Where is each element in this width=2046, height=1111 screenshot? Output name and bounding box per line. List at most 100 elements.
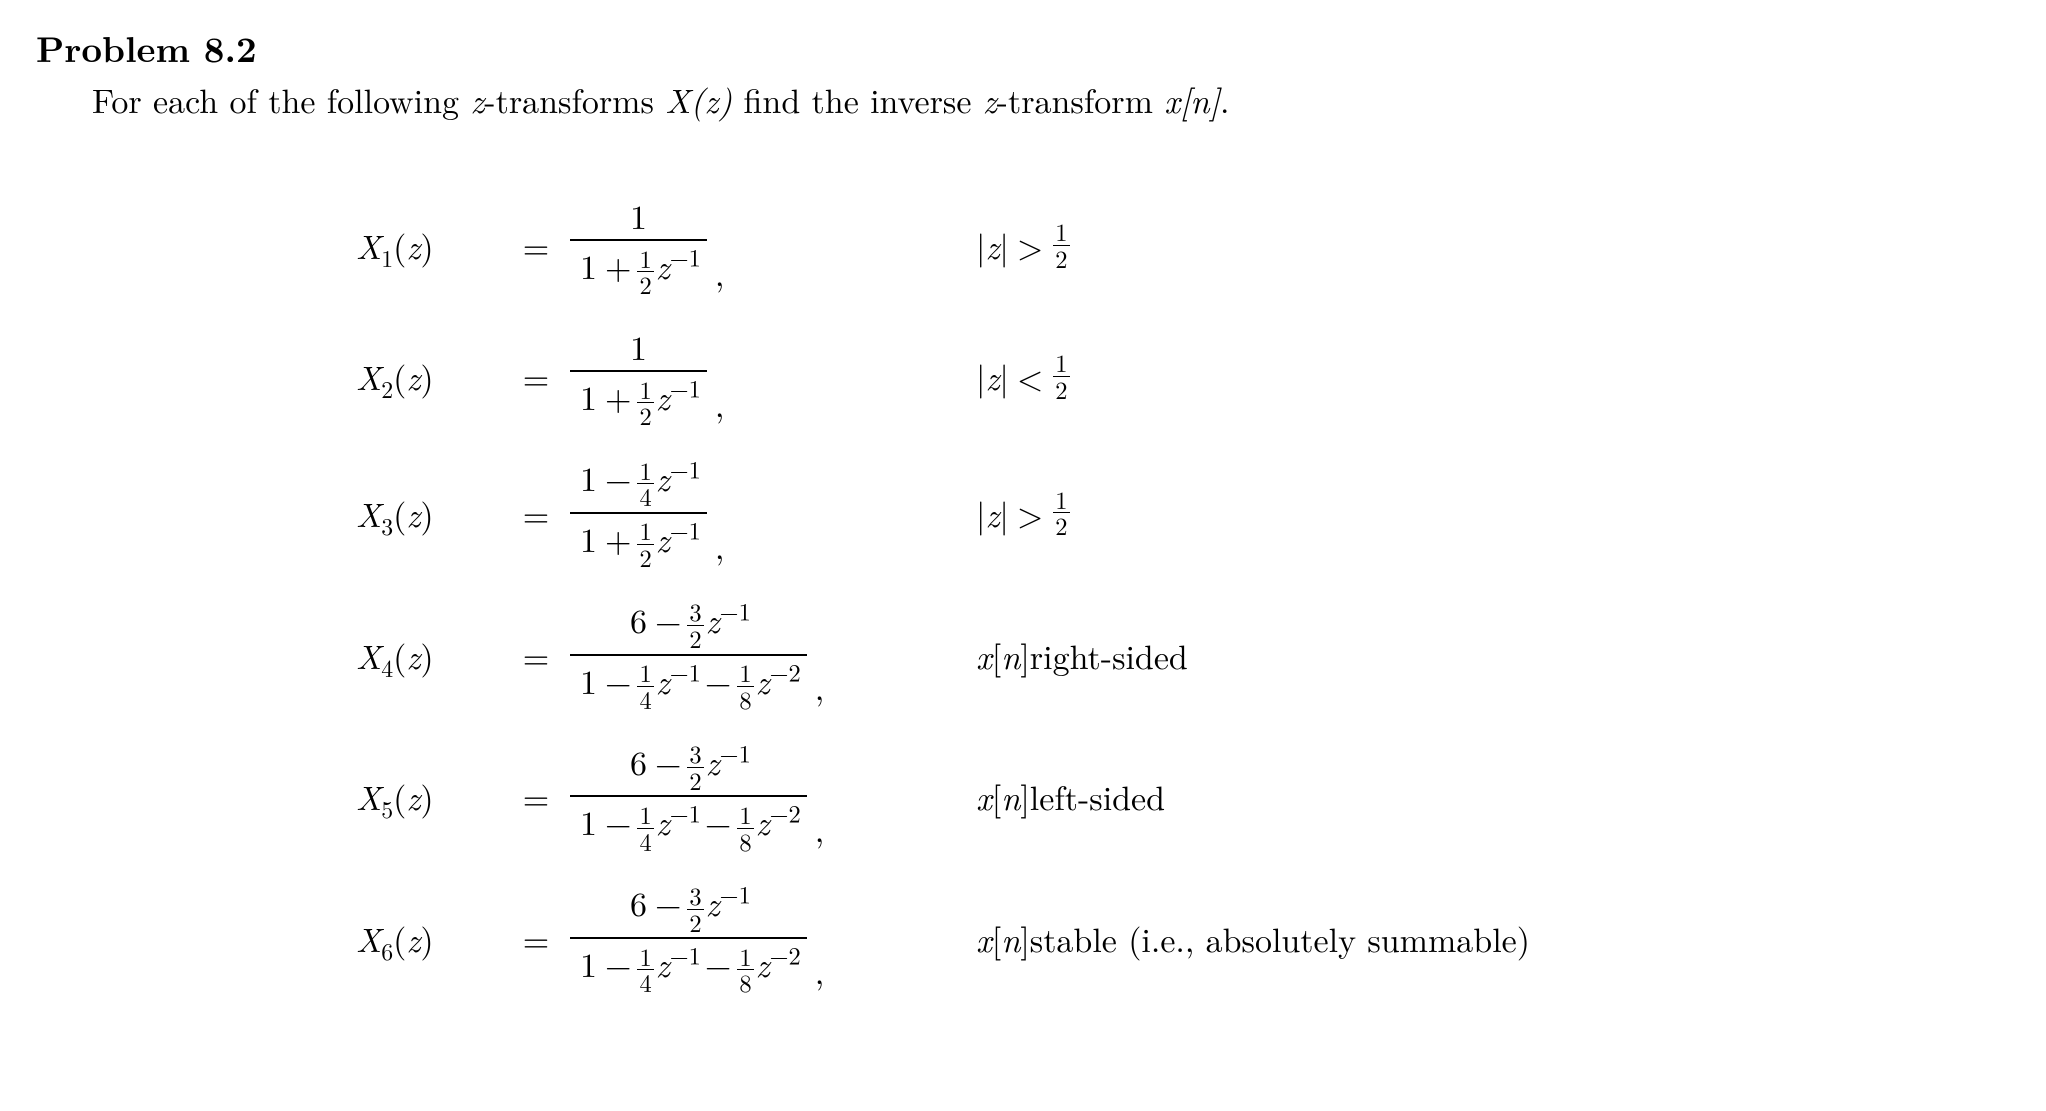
z-power: z−1 xyxy=(706,595,751,643)
stmt-z2: z xyxy=(983,75,997,123)
expression: 1−14z−1−18z−2 xyxy=(576,797,801,845)
main-fraction: 11+12z−1 xyxy=(570,191,707,300)
numerator: 6−32z−1 xyxy=(620,878,757,937)
numerator: 6−32z−1 xyxy=(620,737,757,796)
equation-row: X6(z)=6−32z−11−14z−1−18z−2,x[n] stable (… xyxy=(356,878,2010,998)
term: − xyxy=(605,939,631,987)
frac-den: 2 xyxy=(1053,377,1069,403)
expression: 6−32z−1 xyxy=(626,737,751,785)
term: + xyxy=(605,372,631,420)
equation-row: X1(z)=11+12z−1,|z|>12 xyxy=(356,191,2010,300)
lhs: X5(z) xyxy=(356,774,506,818)
z-power: z−1 xyxy=(656,939,701,987)
xn: x[n] xyxy=(976,916,1030,960)
denominator: 1−14z−1−18z−2 xyxy=(570,656,807,715)
condition-text: stable (i.e., absolutely summable) xyxy=(1030,916,1530,960)
denominator: 1−14z−1−18z−2 xyxy=(570,797,807,856)
condition: |z|>12 xyxy=(976,219,1072,271)
term: − xyxy=(705,656,731,704)
z-power: z−2 xyxy=(756,939,801,987)
lhs: X6(z) xyxy=(356,916,506,960)
small-fraction: 14 xyxy=(637,802,653,854)
equation-list: X1(z)=11+12z−1,|z|>12X2(z)=11+12z−1,|z|<… xyxy=(356,191,2010,998)
small-fraction: 12 xyxy=(637,246,653,298)
numerator: 6−32z−1 xyxy=(620,595,757,654)
main-fraction: 11+12z−1 xyxy=(570,322,707,431)
z-power: z−1 xyxy=(656,453,701,501)
trailing-comma: , xyxy=(815,806,824,856)
frac-den: 2 xyxy=(1053,246,1069,272)
stmt-mid3: -transform xyxy=(997,75,1165,123)
term: + xyxy=(605,514,631,562)
numerator: 1 xyxy=(624,191,653,239)
expression: 1−14z−1−18z−2 xyxy=(576,939,801,987)
frac-den: 2 xyxy=(637,403,653,429)
main-fraction: 6−32z−1 1−14z−1−18z−2 xyxy=(570,737,807,857)
frac-den: 2 xyxy=(1053,513,1069,539)
denominator: 1−14z−1−18z−2 xyxy=(570,939,807,998)
term: 6 xyxy=(630,878,647,926)
z-power: z−1 xyxy=(706,737,751,785)
numerator: 1 xyxy=(624,322,653,370)
frac-den: 2 xyxy=(637,272,653,298)
term: − xyxy=(655,737,681,785)
lhs: X3(z) xyxy=(356,491,506,535)
frac-den: 2 xyxy=(687,768,703,794)
expression: 1+12z−1 xyxy=(576,514,701,562)
equals-sign: = xyxy=(506,223,566,267)
small-fraction: 18 xyxy=(737,802,753,854)
abs-z: |z| xyxy=(976,491,1009,535)
main-fraction: 6−32z−11−14z−1−18z−2 xyxy=(570,595,807,715)
equation-row: X2(z)=11+12z−1,|z|<12 xyxy=(356,322,2010,431)
z-power: z−1 xyxy=(656,241,701,289)
condition: |z|>12 xyxy=(976,487,1072,539)
small-fraction: 14 xyxy=(637,944,653,996)
term: 1 xyxy=(580,656,597,704)
condition: x[n] right-sided xyxy=(976,633,1188,677)
abs-z: |z| xyxy=(976,354,1009,398)
term: 1 xyxy=(580,514,597,562)
small-fraction: 32 xyxy=(687,883,703,935)
expression: 1−14z−1−18z−2 xyxy=(576,656,801,704)
expression: 1−14z−1 xyxy=(576,453,701,501)
expression: 1+12z−1 xyxy=(576,241,701,289)
condition-text: right-sided xyxy=(1030,633,1188,677)
equals-sign: = xyxy=(506,491,566,535)
trailing-comma: , xyxy=(815,948,824,998)
term: − xyxy=(605,656,631,704)
numerator: 1−14z−1 xyxy=(570,453,707,512)
denominator: 1+12z−1 xyxy=(570,372,707,431)
xn: x[n] xyxy=(976,774,1030,818)
small-fraction: 12 xyxy=(637,377,653,429)
condition: x[n] stable (i.e., absolutely summable) xyxy=(976,916,1530,960)
stmt-xn: x[n] xyxy=(1164,75,1220,123)
abs-z: |z| xyxy=(976,223,1009,267)
stmt-mid1: -transforms xyxy=(484,75,665,123)
z-power: z−1 xyxy=(656,656,701,704)
lhs: X4(z) xyxy=(356,633,506,677)
equals-sign: = xyxy=(506,633,566,677)
z-power: z−1 xyxy=(656,797,701,845)
small-fraction: 12 xyxy=(637,518,653,570)
rhs-expression: 6−32z−1 1−14z−1−18z−2, xyxy=(566,737,946,857)
frac-den: 8 xyxy=(737,970,753,996)
z-power: z−1 xyxy=(656,514,701,562)
small-fraction: 32 xyxy=(687,599,703,651)
equals-sign: = xyxy=(506,774,566,818)
equation-row: X3(z)=1−14z−11+12z−1,|z|>12 xyxy=(356,453,2010,573)
small-fraction: 14 xyxy=(637,458,653,510)
frac-den: 4 xyxy=(637,970,653,996)
term: 6 xyxy=(630,595,647,643)
term: − xyxy=(605,453,631,501)
term: − xyxy=(655,878,681,926)
stmt-Xz: X(z) xyxy=(665,75,732,123)
main-fraction: 1−14z−11+12z−1 xyxy=(570,453,707,573)
stmt-prefix: For each of the following xyxy=(92,75,470,123)
rhs-expression: 11+12z−1, xyxy=(566,322,946,431)
z-power: z−2 xyxy=(756,656,801,704)
frac-den: 8 xyxy=(737,687,753,713)
frac-den: 8 xyxy=(737,829,753,855)
z-power: z−1 xyxy=(706,878,751,926)
trailing-comma: , xyxy=(715,381,724,431)
z-power: z−2 xyxy=(756,797,801,845)
